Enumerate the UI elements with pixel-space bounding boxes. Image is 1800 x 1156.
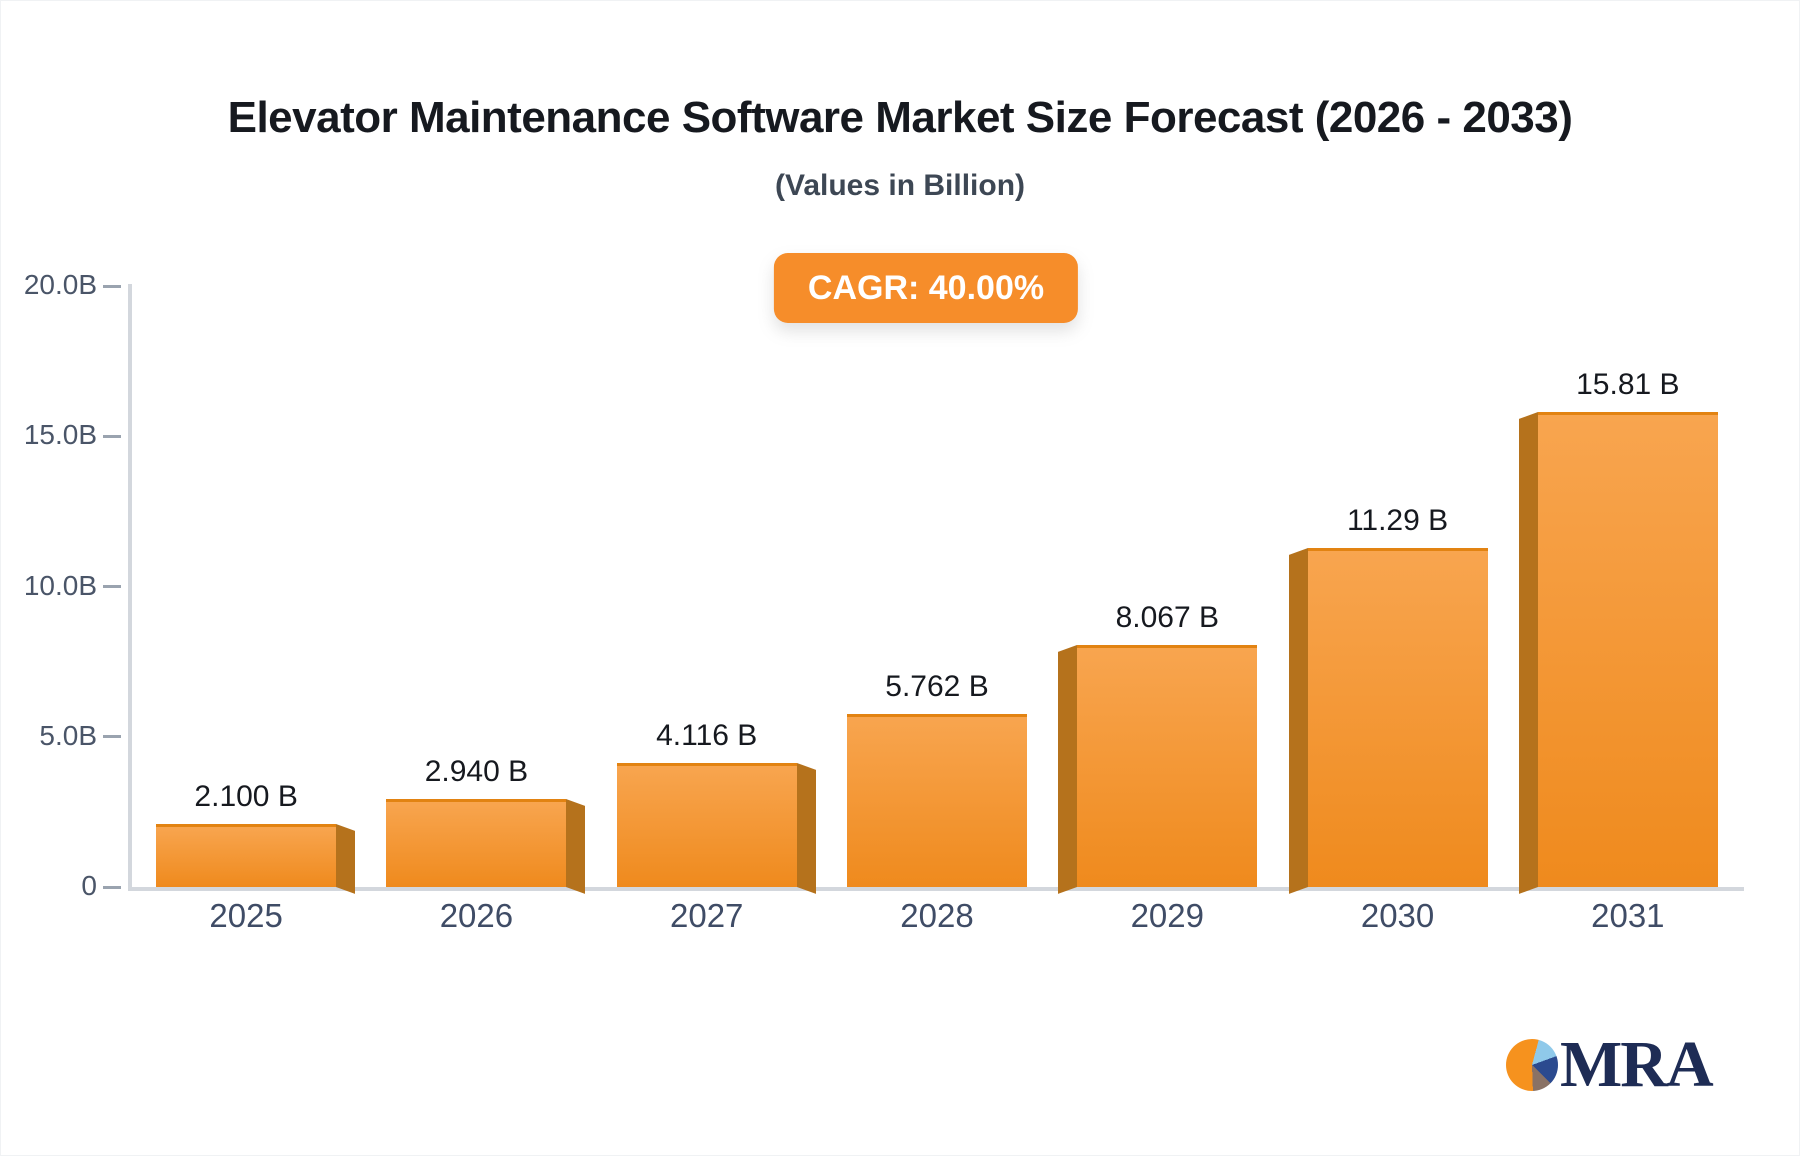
bar-value-label: 2.100 B	[194, 779, 298, 813]
cagr-badge: CAGR: 40.00%	[773, 253, 1079, 323]
bar	[1537, 411, 1718, 887]
y-tick-mark	[103, 284, 121, 288]
y-tick-label: 10.0B	[23, 569, 97, 601]
y-tick-label: 5.0B	[39, 719, 97, 751]
bar-side-panel	[1058, 644, 1078, 894]
bar	[1307, 547, 1488, 887]
y-axis-line	[128, 284, 132, 890]
y-tick-mark	[103, 434, 121, 438]
x-tick-label: 2028	[900, 897, 974, 934]
x-tick-label: 2030	[1360, 897, 1435, 934]
bar-side-panel	[336, 823, 356, 894]
pie-chart-logo-icon	[1506, 1039, 1558, 1091]
bar-side-panel	[1518, 411, 1538, 894]
chart-title: Elevator Maintenance Software Market Siz…	[227, 93, 1573, 142]
bar-value-label: 5.762 B	[885, 669, 989, 703]
y-tick-mark	[103, 885, 121, 889]
bar-value-label: 2.940 B	[424, 754, 529, 788]
brand-logo: MRA	[1506, 1028, 1714, 1101]
x-tick-label: 2026	[439, 897, 514, 934]
bar-value-label: 15.81 B	[1576, 367, 1680, 401]
bar	[616, 763, 797, 887]
brand-logo-text: MRA	[1560, 1028, 1714, 1101]
bar-value-label: 4.116 B	[656, 719, 758, 753]
x-tick-label: 2029	[1130, 897, 1204, 934]
bar	[386, 798, 567, 887]
y-tick-label: 20.0B	[23, 269, 97, 300]
x-tick-label: 2025	[209, 897, 283, 934]
bar-side-panel	[566, 798, 586, 894]
chart-subtitle: (Values in Billion)	[774, 169, 1026, 202]
y-tick-mark	[103, 585, 121, 588]
bar	[847, 713, 1027, 887]
bar-side-panel	[1288, 547, 1308, 894]
y-tick-label: 0	[81, 870, 97, 901]
x-tick-label: 2027	[669, 897, 744, 934]
bar	[156, 823, 337, 887]
bar-side-panel	[796, 763, 816, 894]
y-tick-mark	[103, 735, 121, 739]
x-axis-baseline	[128, 887, 1744, 891]
x-tick-label: 2031	[1591, 897, 1665, 934]
y-tick-label: 15.0B	[23, 419, 97, 451]
bar-value-label: 8.067 B	[1115, 600, 1219, 634]
bar	[1077, 644, 1258, 887]
bar-value-label: 11.29 B	[1346, 503, 1449, 537]
